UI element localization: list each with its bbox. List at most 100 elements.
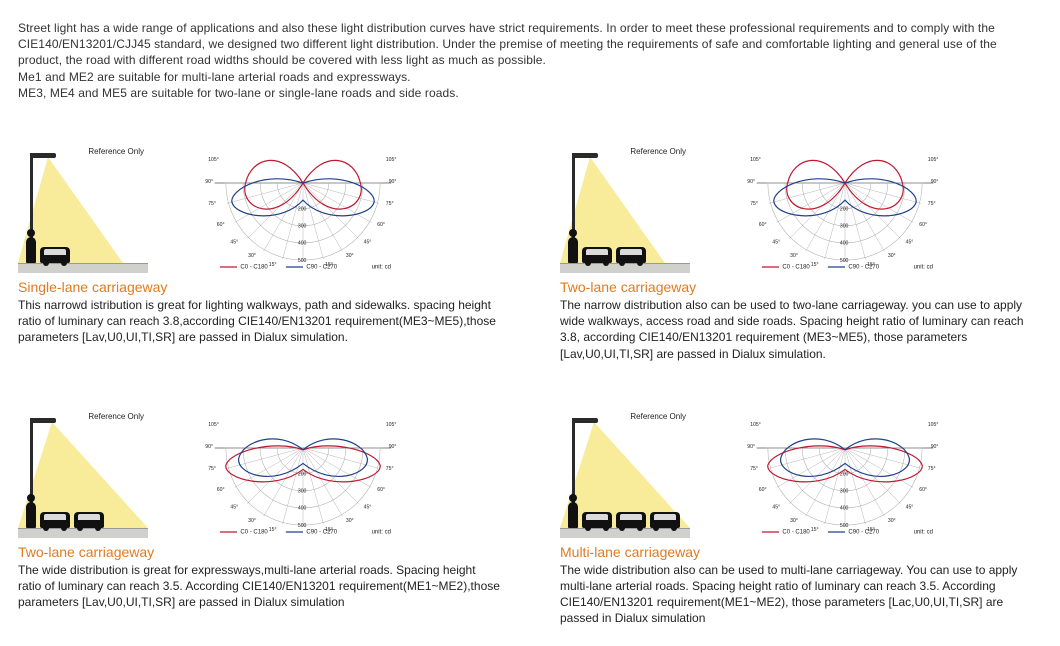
svg-text:105°: 105° bbox=[208, 422, 219, 428]
svg-text:30°: 30° bbox=[888, 518, 896, 524]
svg-text:75°: 75° bbox=[750, 466, 758, 472]
svg-text:C90 - C270: C90 - C270 bbox=[848, 265, 879, 271]
svg-text:45°: 45° bbox=[906, 504, 914, 510]
polar-diagram: 105°105°90°90°75°75°60°60°45°45°30°30°15… bbox=[730, 388, 960, 538]
street-scene: Reference Only bbox=[560, 408, 690, 538]
section-description: The narrow distribution also can be used… bbox=[560, 297, 1042, 362]
silhouettes bbox=[26, 237, 144, 263]
svg-text:300: 300 bbox=[840, 488, 849, 494]
svg-text:60°: 60° bbox=[759, 222, 767, 228]
svg-text:C0 - C180: C0 - C180 bbox=[782, 265, 810, 271]
svg-text:500: 500 bbox=[840, 258, 849, 264]
svg-text:200: 200 bbox=[298, 206, 307, 212]
svg-text:90°: 90° bbox=[747, 444, 755, 450]
street-scene: Reference Only bbox=[18, 143, 148, 273]
section-title: Two-lane carriageway bbox=[18, 544, 500, 560]
reference-label: Reference Only bbox=[88, 412, 144, 421]
svg-text:30°: 30° bbox=[790, 518, 798, 524]
svg-text:90°: 90° bbox=[205, 179, 213, 185]
svg-text:500: 500 bbox=[298, 258, 307, 264]
section-title: Multi-lane carriageway bbox=[560, 544, 1042, 560]
svg-text:C0 - C180: C0 - C180 bbox=[782, 529, 810, 535]
svg-text:C90 - C270: C90 - C270 bbox=[306, 529, 337, 535]
road-surface bbox=[560, 263, 690, 273]
section-description: This narrowd istribution is great for li… bbox=[18, 297, 500, 346]
svg-text:45°: 45° bbox=[230, 240, 238, 246]
svg-text:75°: 75° bbox=[928, 201, 936, 207]
svg-text:90°: 90° bbox=[931, 444, 939, 450]
silhouettes bbox=[568, 237, 686, 263]
intro-p2: Me1 and ME2 are suitable for multi-lane … bbox=[18, 69, 1042, 85]
svg-text:400: 400 bbox=[840, 505, 849, 511]
svg-text:500: 500 bbox=[298, 523, 307, 529]
svg-text:75°: 75° bbox=[208, 466, 216, 472]
polar-diagram: 105°105°90°90°75°75°60°60°45°45°30°30°15… bbox=[188, 388, 418, 538]
svg-text:15°: 15° bbox=[811, 262, 819, 268]
car-icon bbox=[582, 247, 612, 263]
silhouettes bbox=[26, 502, 144, 528]
svg-text:300: 300 bbox=[298, 488, 307, 494]
svg-text:45°: 45° bbox=[364, 504, 372, 510]
section-single-lane: Reference Only 105°105°90°90°75°75°60°60… bbox=[18, 123, 500, 362]
svg-text:300: 300 bbox=[840, 224, 849, 230]
car-icon bbox=[616, 512, 646, 528]
sections-grid: Reference Only 105° 105° 90° 90° 75° 75° 60° 60… bbox=[18, 123, 1042, 627]
svg-text:75°: 75° bbox=[386, 201, 394, 207]
reference-label: Reference Only bbox=[630, 412, 686, 421]
car-icon bbox=[40, 247, 70, 263]
svg-text:unit: cd: unit: cd bbox=[914, 265, 933, 271]
svg-text:105°: 105° bbox=[386, 422, 397, 428]
light-arm bbox=[572, 153, 598, 158]
light-arm bbox=[30, 418, 56, 423]
svg-text:75°: 75° bbox=[386, 466, 394, 472]
svg-text:105°: 105° bbox=[750, 157, 761, 163]
car-icon bbox=[650, 512, 680, 528]
car-icon bbox=[582, 512, 612, 528]
car-icon bbox=[616, 247, 646, 263]
polar-diagram: 105°105°90°90°75°75°60°60°45°45°30°30°15… bbox=[188, 123, 418, 273]
svg-text:105°: 105° bbox=[928, 157, 939, 163]
svg-text:60°: 60° bbox=[217, 487, 225, 493]
pedestrian-icon bbox=[568, 237, 578, 263]
svg-text:60°: 60° bbox=[377, 487, 385, 493]
light-arm bbox=[30, 153, 56, 158]
figure-row: Reference Only 105°105°90°90°75°75°60°60… bbox=[560, 388, 1042, 538]
car-icon bbox=[74, 512, 104, 528]
figure-row: Reference Only 105°105°90°90°75°75°60°60… bbox=[560, 123, 1042, 273]
section-two-lane-wide: Reference Only 105°105°90°90°75°75°60°60… bbox=[18, 388, 500, 627]
svg-text:500: 500 bbox=[840, 523, 849, 529]
road-surface bbox=[18, 263, 148, 273]
car-icon bbox=[40, 512, 70, 528]
svg-text:300: 300 bbox=[298, 224, 307, 230]
svg-text:45°: 45° bbox=[230, 504, 238, 510]
svg-text:90°: 90° bbox=[931, 179, 939, 185]
svg-text:45°: 45° bbox=[772, 504, 780, 510]
svg-text:30°: 30° bbox=[888, 253, 896, 259]
intro-p1: Street light has a wide range of applica… bbox=[18, 20, 1042, 69]
silhouettes bbox=[568, 502, 686, 528]
svg-text:400: 400 bbox=[840, 241, 849, 247]
svg-text:60°: 60° bbox=[217, 222, 225, 228]
svg-text:unit: cd: unit: cd bbox=[372, 265, 391, 271]
svg-text:75°: 75° bbox=[928, 466, 936, 472]
svg-text:30°: 30° bbox=[248, 253, 256, 259]
svg-text:90°: 90° bbox=[389, 179, 397, 185]
svg-text:60°: 60° bbox=[759, 487, 767, 493]
svg-text:105°: 105° bbox=[386, 157, 397, 163]
figure-row: Reference Only 105°105°90°90°75°75°60°60… bbox=[18, 388, 500, 538]
svg-text:60°: 60° bbox=[919, 487, 927, 493]
reference-label: Reference Only bbox=[630, 147, 686, 156]
light-arm bbox=[572, 418, 598, 423]
svg-text:60°: 60° bbox=[919, 222, 927, 228]
svg-text:30°: 30° bbox=[346, 253, 354, 259]
section-title: Single-lane carriageway bbox=[18, 279, 500, 295]
svg-text:400: 400 bbox=[298, 505, 307, 511]
figure-row: Reference Only 105°105°90°90°75°75°60°60… bbox=[18, 123, 500, 273]
reference-label: Reference Only bbox=[88, 147, 144, 156]
svg-text:105°: 105° bbox=[208, 157, 219, 163]
section-description: The wide distribution is great for expre… bbox=[18, 562, 500, 611]
svg-text:45°: 45° bbox=[906, 240, 914, 246]
svg-text:30°: 30° bbox=[790, 253, 798, 259]
svg-text:45°: 45° bbox=[364, 240, 372, 246]
road-surface bbox=[18, 528, 148, 538]
